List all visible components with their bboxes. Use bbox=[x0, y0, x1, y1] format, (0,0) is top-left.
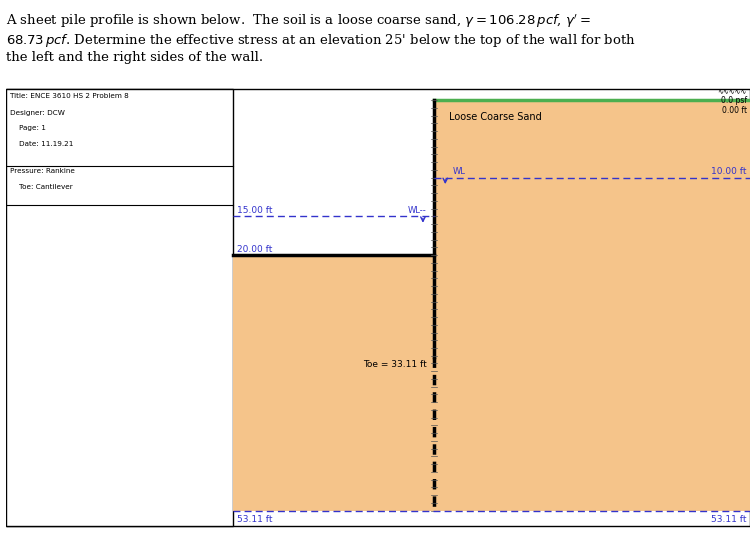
Text: 10.00 ft: 10.00 ft bbox=[711, 167, 747, 176]
Text: the left and the right sides of the wall.: the left and the right sides of the wall… bbox=[6, 51, 263, 65]
Text: 53.11 ft: 53.11 ft bbox=[237, 515, 272, 523]
Text: Loose Coarse Sand: Loose Coarse Sand bbox=[449, 112, 541, 122]
Text: $68.73\,pcf$. Determine the effective stress at an elevation 25' below the top o: $68.73\,pcf$. Determine the effective st… bbox=[6, 32, 636, 49]
Bar bbox=[233, 255, 434, 511]
Text: 0.0 psf: 0.0 psf bbox=[720, 96, 747, 106]
Text: A sheet pile profile is shown below.  The soil is a loose coarse sand, $\gamma =: A sheet pile profile is shown below. The… bbox=[6, 12, 591, 30]
Text: 20.00 ft: 20.00 ft bbox=[237, 245, 272, 254]
Text: 0.00 ft: 0.00 ft bbox=[722, 107, 747, 115]
Text: Toe = 33.11 ft: Toe = 33.11 ft bbox=[363, 360, 426, 369]
Text: WL--: WL-- bbox=[408, 206, 426, 215]
Text: 53.11 ft: 53.11 ft bbox=[711, 515, 747, 523]
Text: Designer: DCW: Designer: DCW bbox=[10, 109, 65, 115]
Bar bbox=[434, 100, 750, 511]
Text: Toe: Cantilever: Toe: Cantilever bbox=[10, 184, 72, 190]
Text: WL: WL bbox=[453, 167, 465, 176]
Text: Title: ENCE 3610 HS 2 Problem 8: Title: ENCE 3610 HS 2 Problem 8 bbox=[10, 92, 129, 98]
Text: 15.00 ft: 15.00 ft bbox=[237, 206, 272, 215]
Text: Page: 1: Page: 1 bbox=[10, 125, 46, 131]
Text: Date: 11.19.21: Date: 11.19.21 bbox=[10, 141, 73, 147]
Text: Pressure: Rankine: Pressure: Rankine bbox=[10, 168, 74, 174]
Bar bbox=[6, 89, 233, 526]
Text: ∿∿∿∿∿: ∿∿∿∿∿ bbox=[717, 88, 747, 94]
